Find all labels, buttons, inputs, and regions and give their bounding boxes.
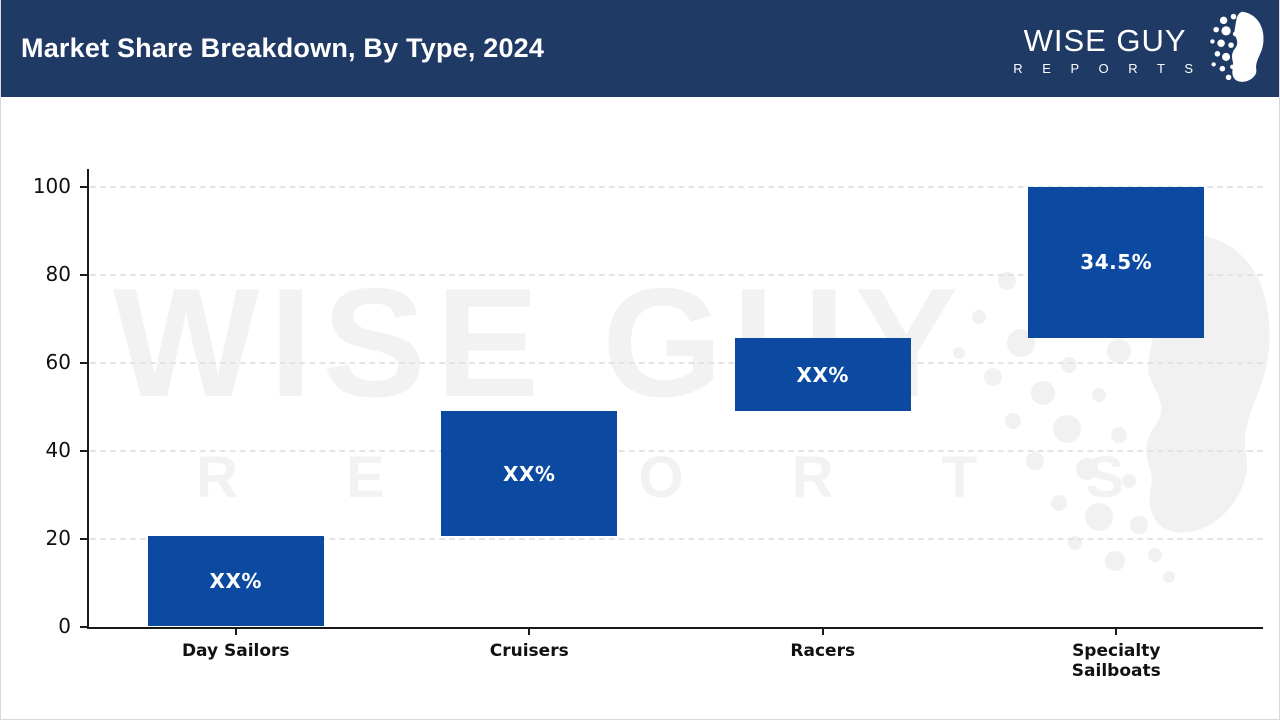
gridline-y60: [90, 361, 1263, 364]
plot: 0 20 40 60 80 100 XX% Day Sailors XX% Cruisers XX%…: [1, 97, 1279, 719]
bar-day-sailors: XX%: [147, 536, 324, 627]
y-tick-0: [80, 625, 88, 628]
x-axis-label-2: Racers: [790, 640, 856, 661]
y-tick-60: [80, 361, 88, 364]
y-tick-100: [80, 185, 88, 188]
x-tick-1: [528, 628, 531, 635]
y-tick-label-40: 40: [45, 437, 71, 462]
y-tick-label-60: 60: [45, 349, 71, 374]
y-tick-label-100: 100: [32, 173, 71, 198]
logo-name: WISE GUY: [1023, 22, 1187, 58]
y-tick-80: [80, 273, 88, 276]
x-tick-3: [1115, 628, 1118, 635]
y-tick-20: [80, 537, 88, 540]
gridline-y40: [90, 449, 1263, 452]
gridline-y80: [90, 273, 1263, 276]
gridline-y20: [90, 537, 1263, 540]
chart-area: WISE GUY R E P O R T S 0 20 40 60 80 100 XX% Da…: [1, 97, 1279, 719]
x-axis-spine: [87, 626, 1263, 629]
bar-value-label: 34.5%: [1080, 250, 1153, 275]
bar-value-label: XX%: [503, 461, 556, 486]
logo-text: WISE GUY R E P O R T S: [1009, 23, 1201, 76]
page-title: Market Share Breakdown, By Type, 2024: [21, 33, 545, 63]
x-tick-0: [234, 628, 237, 635]
y-axis-spine: [87, 168, 89, 629]
bar-value-label: XX%: [796, 362, 849, 387]
x-axis-label-3: Specialty Sailboats: [1071, 640, 1161, 682]
y-tick-label-80: 80: [45, 261, 71, 286]
x-axis-label-0: Day Sailors: [181, 640, 290, 661]
y-tick-label-20: 20: [45, 525, 71, 550]
logo-sub: R E P O R T S: [1013, 60, 1201, 76]
watermark-reports-text: R E P O R T S: [196, 445, 1171, 510]
bar-cruisers: XX%: [441, 410, 618, 537]
bar-specialty-sailboats: 34.5%: [1028, 186, 1205, 339]
header: Market Share Breakdown, By Type, 2024 WI…: [1, 0, 1279, 97]
face-profile-icon: [1205, 8, 1267, 90]
x-tick-2: [821, 628, 824, 635]
y-tick-label-0: 0: [58, 613, 71, 638]
bar-value-label: XX%: [209, 569, 262, 594]
gridline-y100: [90, 185, 1263, 188]
logo: WISE GUY R E P O R T S: [1009, 8, 1267, 90]
bar-racers: XX%: [734, 338, 911, 411]
y-tick-40: [80, 449, 88, 452]
x-axis-label-1: Cruisers: [489, 640, 569, 661]
